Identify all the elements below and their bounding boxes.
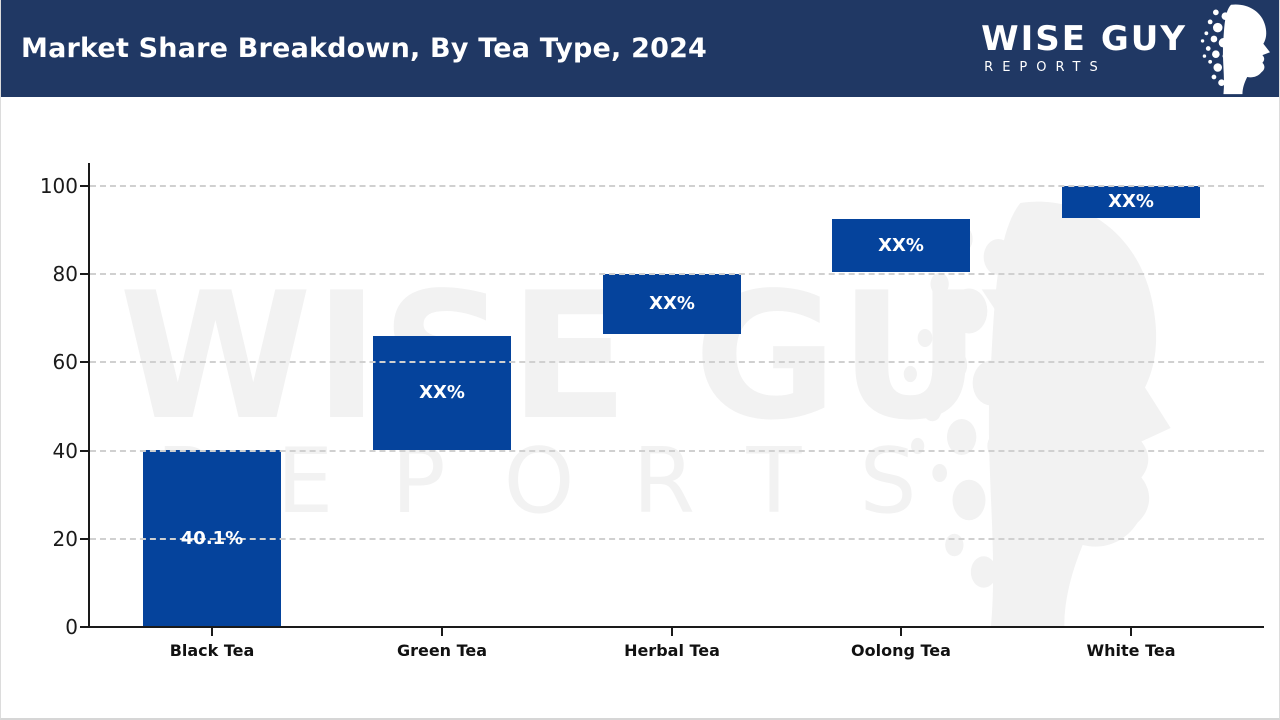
x-axis-tick [900,628,902,636]
x-axis-tick [1130,628,1132,636]
x-axis-category-label: Green Tea [396,641,488,660]
gridline-40 [90,449,1264,452]
y-axis-tick [80,449,88,452]
y-axis-tick-label: 100 [39,174,78,198]
bar-white-tea [1062,186,1200,219]
header-bar: Market Share Breakdown, By Tea Type, 202… [1,0,1279,97]
y-axis-line [88,163,90,628]
x-axis-category-label: Black Tea [169,641,255,660]
gridline-100 [90,185,1264,187]
wise-guy-logo: WISE GUY REPORTS [981,0,1275,97]
bar-oolong-tea [832,219,970,272]
bar-value-label-black-tea: 40.1% [180,527,244,549]
x-axis-tick [211,628,213,636]
gridline-20 [90,537,1264,540]
y-axis-tick [80,537,88,540]
bar-value-label-herbal-tea: XX% [649,292,695,314]
bar-value-label-oolong-tea: XX% [878,234,924,256]
gridline-60 [90,361,1264,364]
y-axis-tick [80,626,88,628]
chart-title: Market Share Breakdown, By Tea Type, 202… [21,33,708,64]
waterfall-chart: WISE GUY REPORTS 0 20 40 60 80 100 40.1% XX% XX%… [1,97,1279,718]
y-axis-tick-label: 80 [52,262,78,287]
x-axis-line [88,626,1264,628]
bar-green-tea [373,335,511,451]
y-axis-tick [80,273,88,276]
logo-subtext: REPORTS [984,60,1107,75]
gridline-80 [90,273,1264,276]
x-axis-tick [441,628,443,636]
x-axis-category-label: White Tea [1086,641,1176,660]
logo-face-icon [1200,4,1270,95]
bar-herbal-tea [603,274,741,334]
y-axis-tick-label: 40 [52,438,78,463]
y-axis-tick-label: 60 [52,350,78,375]
logo-text: WISE GUY REPORTS [981,22,1187,75]
y-axis-tick [80,361,88,364]
y-axis-tick [80,185,88,187]
x-axis-category-label: Herbal Tea [624,641,720,660]
y-axis-tick-label: 20 [52,526,78,551]
bar-value-label-white-tea: XX% [1108,191,1154,213]
watermark-face-icon [903,201,1171,626]
logo-wordmark: WISE GUY [981,19,1187,59]
x-axis-category-label: Oolong Tea [851,641,951,660]
y-axis-tick-label: 0 [65,615,78,639]
bar-value-label-green-tea: XX% [419,382,465,404]
x-axis-tick [671,628,673,636]
